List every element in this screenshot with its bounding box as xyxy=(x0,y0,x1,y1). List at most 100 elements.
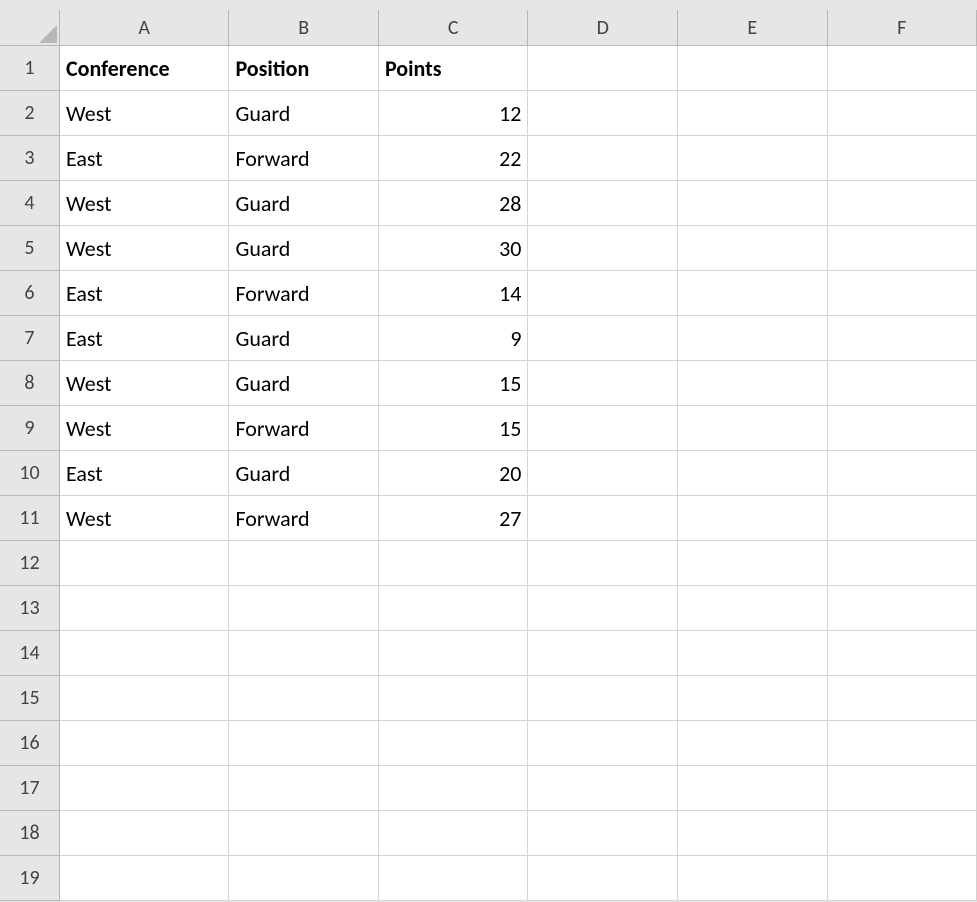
cell-c9[interactable]: 15 xyxy=(379,406,529,451)
cell-f19[interactable] xyxy=(828,856,977,901)
cell-a7[interactable]: East xyxy=(60,316,229,361)
cell-f7[interactable] xyxy=(828,316,977,361)
cell-f10[interactable] xyxy=(828,451,977,496)
cell-e13[interactable] xyxy=(678,586,828,631)
cell-f4[interactable] xyxy=(828,181,977,226)
column-header-e[interactable]: E xyxy=(678,10,828,46)
column-header-c[interactable]: C xyxy=(379,10,529,46)
row-header-7[interactable]: 7 xyxy=(0,316,60,361)
row-header-13[interactable]: 13 xyxy=(0,586,60,631)
cell-f3[interactable] xyxy=(828,136,977,181)
row-header-19[interactable]: 19 xyxy=(0,856,60,901)
cell-f1[interactable] xyxy=(828,46,977,91)
cell-c13[interactable] xyxy=(379,586,529,631)
cell-c16[interactable] xyxy=(379,721,529,766)
cell-e18[interactable] xyxy=(678,811,828,856)
cell-e12[interactable] xyxy=(678,541,828,586)
cell-f11[interactable] xyxy=(828,496,977,541)
cell-e16[interactable] xyxy=(678,721,828,766)
column-header-b[interactable]: B xyxy=(229,10,379,46)
cell-a2[interactable]: West xyxy=(60,91,229,136)
cell-d16[interactable] xyxy=(528,721,678,766)
cell-d8[interactable] xyxy=(528,361,678,406)
cell-e11[interactable] xyxy=(678,496,828,541)
row-header-5[interactable]: 5 xyxy=(0,226,60,271)
cell-c11[interactable]: 27 xyxy=(379,496,529,541)
cell-c15[interactable] xyxy=(379,676,529,721)
cell-c7[interactable]: 9 xyxy=(379,316,529,361)
column-header-a[interactable]: A xyxy=(60,10,229,46)
cell-b9[interactable]: Forward xyxy=(229,406,379,451)
cell-b17[interactable] xyxy=(229,766,379,811)
cell-b14[interactable] xyxy=(229,631,379,676)
cell-e5[interactable] xyxy=(678,226,828,271)
cell-f14[interactable] xyxy=(828,631,977,676)
cell-b15[interactable] xyxy=(229,676,379,721)
cell-b3[interactable]: Forward xyxy=(229,136,379,181)
cell-c14[interactable] xyxy=(379,631,529,676)
cell-b6[interactable]: Forward xyxy=(229,271,379,316)
cell-d9[interactable] xyxy=(528,406,678,451)
cell-e4[interactable] xyxy=(678,181,828,226)
cell-d10[interactable] xyxy=(528,451,678,496)
row-header-2[interactable]: 2 xyxy=(0,91,60,136)
cell-b11[interactable]: Forward xyxy=(229,496,379,541)
row-header-1[interactable]: 1 xyxy=(0,46,60,91)
cell-b8[interactable]: Guard xyxy=(229,361,379,406)
cell-f15[interactable] xyxy=(828,676,977,721)
column-header-d[interactable]: D xyxy=(528,10,678,46)
cell-b12[interactable] xyxy=(229,541,379,586)
row-header-15[interactable]: 15 xyxy=(0,676,60,721)
row-header-11[interactable]: 11 xyxy=(0,496,60,541)
cell-c17[interactable] xyxy=(379,766,529,811)
cell-f5[interactable] xyxy=(828,226,977,271)
row-header-18[interactable]: 18 xyxy=(0,811,60,856)
cell-c19[interactable] xyxy=(379,856,529,901)
cell-d7[interactable] xyxy=(528,316,678,361)
cell-d15[interactable] xyxy=(528,676,678,721)
cell-a1[interactable]: Conference xyxy=(60,46,229,91)
cell-f9[interactable] xyxy=(828,406,977,451)
cell-b19[interactable] xyxy=(229,856,379,901)
cell-e3[interactable] xyxy=(678,136,828,181)
cell-d14[interactable] xyxy=(528,631,678,676)
cell-c1[interactable]: Points xyxy=(379,46,529,91)
cell-e14[interactable] xyxy=(678,631,828,676)
cell-d3[interactable] xyxy=(528,136,678,181)
row-header-9[interactable]: 9 xyxy=(0,406,60,451)
cell-a3[interactable]: East xyxy=(60,136,229,181)
cell-a12[interactable] xyxy=(60,541,229,586)
cell-b4[interactable]: Guard xyxy=(229,181,379,226)
cell-c12[interactable] xyxy=(379,541,529,586)
select-all-corner[interactable] xyxy=(0,10,60,46)
cell-e19[interactable] xyxy=(678,856,828,901)
cell-a15[interactable] xyxy=(60,676,229,721)
cell-c18[interactable] xyxy=(379,811,529,856)
cell-f18[interactable] xyxy=(828,811,977,856)
cell-a6[interactable]: East xyxy=(60,271,229,316)
cell-f2[interactable] xyxy=(828,91,977,136)
cell-b1[interactable]: Position xyxy=(229,46,379,91)
cell-c8[interactable]: 15 xyxy=(379,361,529,406)
cell-d17[interactable] xyxy=(528,766,678,811)
cell-c4[interactable]: 28 xyxy=(379,181,529,226)
cell-d13[interactable] xyxy=(528,586,678,631)
cell-b16[interactable] xyxy=(229,721,379,766)
cell-e7[interactable] xyxy=(678,316,828,361)
cell-d2[interactable] xyxy=(528,91,678,136)
cell-d1[interactable] xyxy=(528,46,678,91)
cell-f6[interactable] xyxy=(828,271,977,316)
cell-a17[interactable] xyxy=(60,766,229,811)
cell-a16[interactable] xyxy=(60,721,229,766)
cell-e2[interactable] xyxy=(678,91,828,136)
cell-b7[interactable]: Guard xyxy=(229,316,379,361)
cell-d4[interactable] xyxy=(528,181,678,226)
row-header-6[interactable]: 6 xyxy=(0,271,60,316)
cell-b13[interactable] xyxy=(229,586,379,631)
cell-b2[interactable]: Guard xyxy=(229,91,379,136)
cell-a11[interactable]: West xyxy=(60,496,229,541)
row-header-17[interactable]: 17 xyxy=(0,766,60,811)
row-header-12[interactable]: 12 xyxy=(0,541,60,586)
cell-a14[interactable] xyxy=(60,631,229,676)
cell-c2[interactable]: 12 xyxy=(379,91,529,136)
